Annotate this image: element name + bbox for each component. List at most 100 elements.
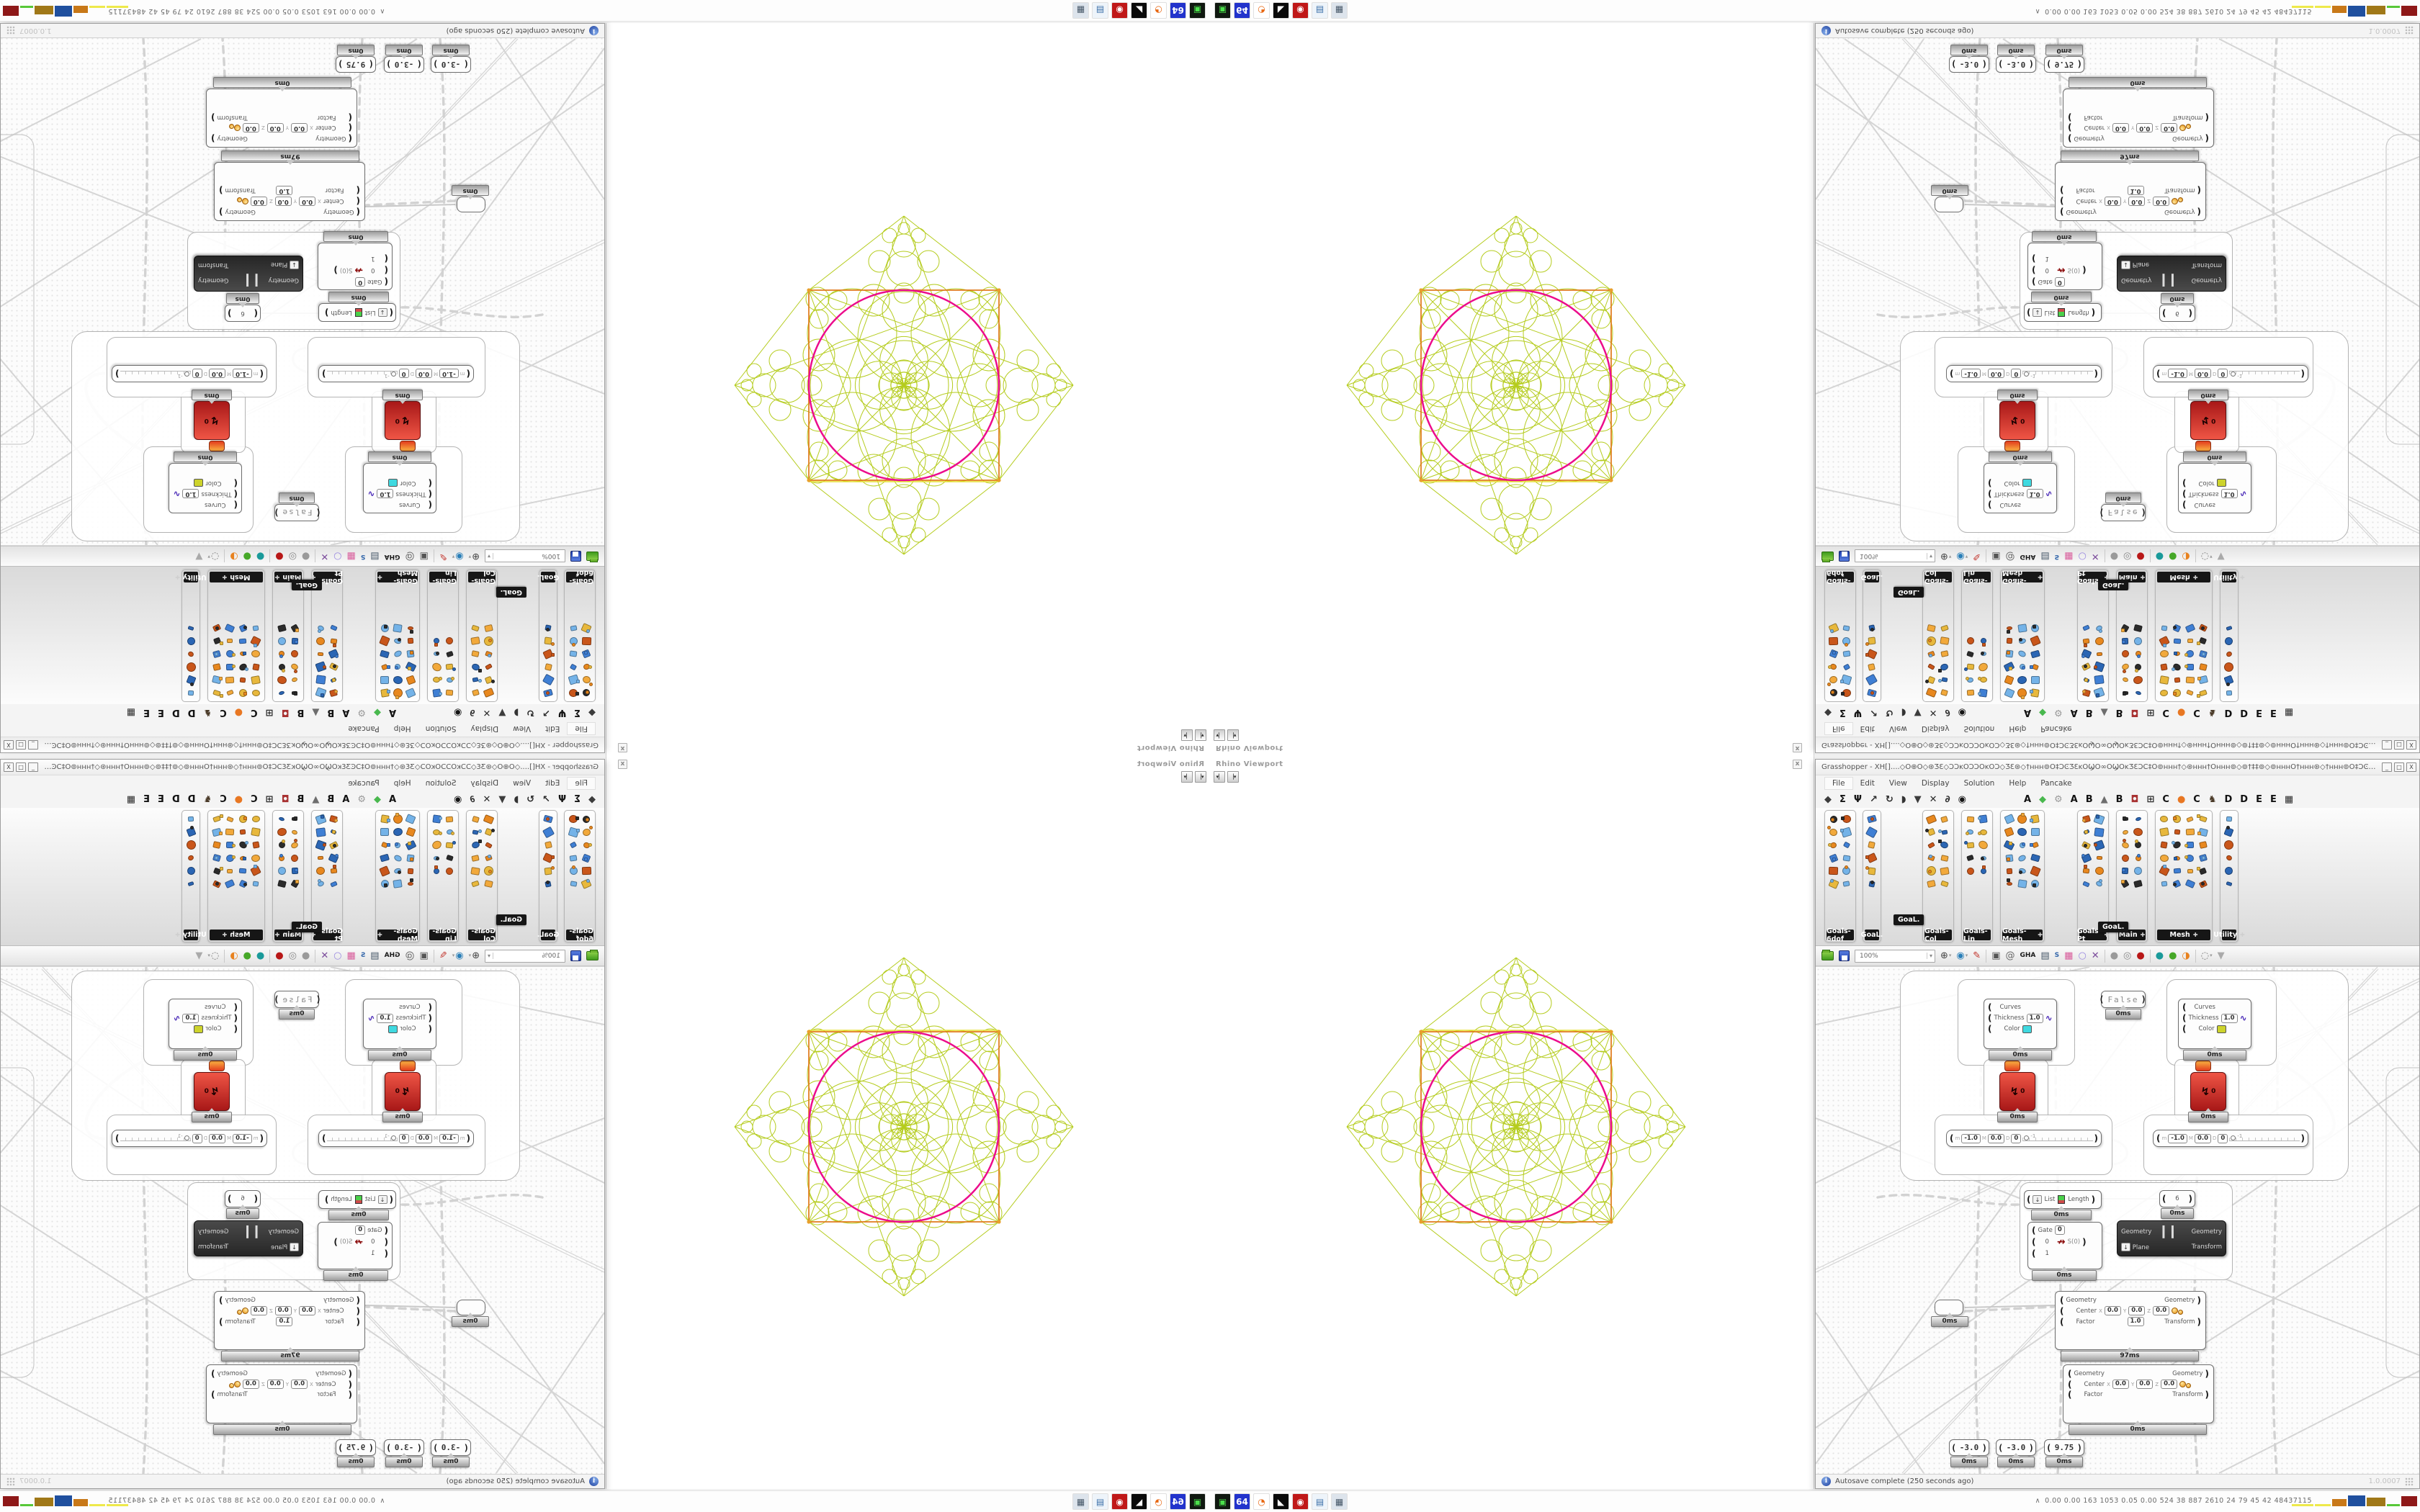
palette-icon[interactable] <box>211 648 223 660</box>
toolbar-icon[interactable]: @ <box>2005 551 2015 562</box>
plugin-tab[interactable]: A <box>389 707 397 719</box>
palette-icon[interactable] <box>431 661 443 673</box>
viewport-collapse-left-button[interactable]: ▾▏ <box>1195 771 1206 783</box>
palette-icon[interactable] <box>2003 674 2015 686</box>
palette-icon[interactable] <box>2132 865 2144 877</box>
palette-icon[interactable] <box>405 674 417 686</box>
palette-icon[interactable] <box>1865 635 1878 647</box>
slider-knob[interactable] <box>184 372 189 377</box>
palette-icon[interactable] <box>379 813 391 825</box>
palette-icon[interactable] <box>444 839 456 851</box>
floppy-icon[interactable]: 64 <box>1234 1493 1250 1510</box>
palette-icon[interactable] <box>1865 622 1878 634</box>
palette-icon[interactable] <box>2080 648 2092 660</box>
toolbar-icon[interactable]: GHA <box>384 553 400 560</box>
wolf-icon[interactable]: ◣ <box>1273 2 1289 19</box>
graft-icon[interactable]: ↓ <box>290 261 299 269</box>
palette-icon[interactable] <box>2093 865 2105 877</box>
palette-icon[interactable] <box>211 674 223 686</box>
palette-icon[interactable] <box>2158 865 2170 877</box>
plugin-tab[interactable]: ◆ <box>2039 793 2046 805</box>
palette-icon[interactable] <box>542 661 555 673</box>
plugin-tab[interactable]: ✕ <box>483 707 491 719</box>
palette-label[interactable]: Goals-Col <box>468 570 496 585</box>
palette-icon[interactable] <box>431 839 443 851</box>
palette-icon[interactable] <box>2029 839 2041 851</box>
palette-icon[interactable] <box>2016 852 2028 864</box>
palette-icon[interactable] <box>185 813 197 825</box>
palette-icon[interactable] <box>237 878 249 890</box>
plugin-tab[interactable]: ◘ <box>281 707 290 719</box>
solver-reset-capsule[interactable] <box>2195 441 2211 451</box>
palette-icon[interactable] <box>2197 687 2209 699</box>
palette-icon[interactable] <box>1925 687 1937 699</box>
plugin-tab[interactable]: E <box>2269 707 2277 719</box>
palette-icon[interactable] <box>2197 674 2209 686</box>
close-button[interactable]: X <box>2406 740 2416 750</box>
palette-icon[interactable] <box>250 839 262 851</box>
palette-icon[interactable] <box>2080 635 2092 647</box>
flatten-icon[interactable]: ↓ <box>2033 308 2043 317</box>
resize-grip-icon[interactable] <box>6 1477 15 1486</box>
palette-icon[interactable] <box>224 865 236 877</box>
plugin-tab[interactable]: D <box>171 793 180 805</box>
kangaroo-solver-node[interactable]: ↯ 0 <box>194 401 230 440</box>
palette-icon[interactable] <box>444 674 456 686</box>
toolbar-icon[interactable]: ◑ <box>230 950 238 961</box>
palette-icon[interactable] <box>250 878 262 890</box>
plugin-tab[interactable]: E <box>143 707 151 719</box>
plugin-tab[interactable]: ⊞ <box>265 707 274 719</box>
palette-icon[interactable] <box>1977 648 1989 660</box>
palette-label[interactable]: Goals-6dof <box>566 570 593 585</box>
axis-value[interactable]: 0.0 <box>2161 1380 2178 1389</box>
palette-icon[interactable] <box>2003 635 2015 647</box>
palette-icon[interactable] <box>1827 865 1839 877</box>
palette-icon[interactable] <box>1938 839 1950 851</box>
axis-value[interactable]: 0.0 <box>2104 197 2121 206</box>
palette-icon[interactable] <box>211 622 223 634</box>
palette-icon[interactable] <box>2197 661 2209 673</box>
palette-icon[interactable] <box>2093 839 2105 851</box>
plugin-tab[interactable]: D <box>2240 793 2249 805</box>
toolbar-icon[interactable]: ✎ <box>439 551 447 562</box>
menu-display[interactable]: Display <box>470 724 499 734</box>
palette-icon[interactable] <box>315 878 327 890</box>
palette-icon[interactable] <box>568 839 580 851</box>
gh-canvas[interactable]: (False) 0ms(Curves(Thickness 1.0 ∿(Color 0ms… <box>1816 38 2419 546</box>
palette-icon[interactable] <box>379 839 391 851</box>
palette-icon[interactable] <box>2132 826 2144 838</box>
thickness-value[interactable]: 1.0 <box>2220 489 2238 499</box>
curves-display-node[interactable]: (Curves(Thickness 1.0 ∿(Color <box>169 999 242 1049</box>
toolbar-icon[interactable]: ⊕ ▾ <box>468 551 480 562</box>
palette-label[interactable]: Utility ✚ <box>2213 572 2245 582</box>
palette-icon[interactable] <box>2093 826 2105 838</box>
palette-icon[interactable] <box>542 648 555 660</box>
plugin-tab[interactable]: Σ <box>1839 707 1846 719</box>
plugin-tab[interactable]: Ψ <box>1853 707 1862 719</box>
palette-icon[interactable] <box>1977 674 1989 686</box>
plugin-tab[interactable]: A <box>342 707 350 719</box>
palette-icon[interactable] <box>444 852 456 864</box>
menu-edit[interactable]: Edit <box>545 724 560 734</box>
slider-min-value[interactable]: -1.0 <box>2168 369 2187 379</box>
palette-icon[interactable] <box>289 839 301 851</box>
palette-icon[interactable] <box>2029 865 2041 877</box>
palette-label[interactable]: Goals-6dof <box>566 927 593 943</box>
palette-label[interactable]: Goals-Mesh ✚ <box>2002 927 2043 943</box>
slider-track[interactable]: -1 <box>120 1133 191 1141</box>
viewport-collapse-right-button[interactable]: ▕▾ <box>1181 771 1193 783</box>
palette-icon[interactable] <box>2197 635 2209 647</box>
slider-max-value[interactable]: 0.0 <box>415 369 433 379</box>
toolbar-icon[interactable]: ◎ <box>288 551 297 562</box>
gh-canvas[interactable]: (False) 0ms(Curves(Thickness 1.0 ∿(Color 0ms… <box>1 38 604 546</box>
palette-icon[interactable] <box>542 852 555 864</box>
axis-value[interactable]: 0.0 <box>2112 123 2129 132</box>
slider-max-value[interactable]: 0.0 <box>208 369 226 379</box>
palette-icon[interactable] <box>542 674 555 686</box>
slider-digits-value[interactable]: 0 <box>2011 1133 2022 1143</box>
palette-icon[interactable] <box>470 687 482 699</box>
palette-icon[interactable] <box>250 622 262 634</box>
palette-icon[interactable] <box>1977 813 1989 825</box>
plugin-tab[interactable]: Σ <box>574 793 581 805</box>
menu-help[interactable]: Help <box>2009 724 2027 734</box>
